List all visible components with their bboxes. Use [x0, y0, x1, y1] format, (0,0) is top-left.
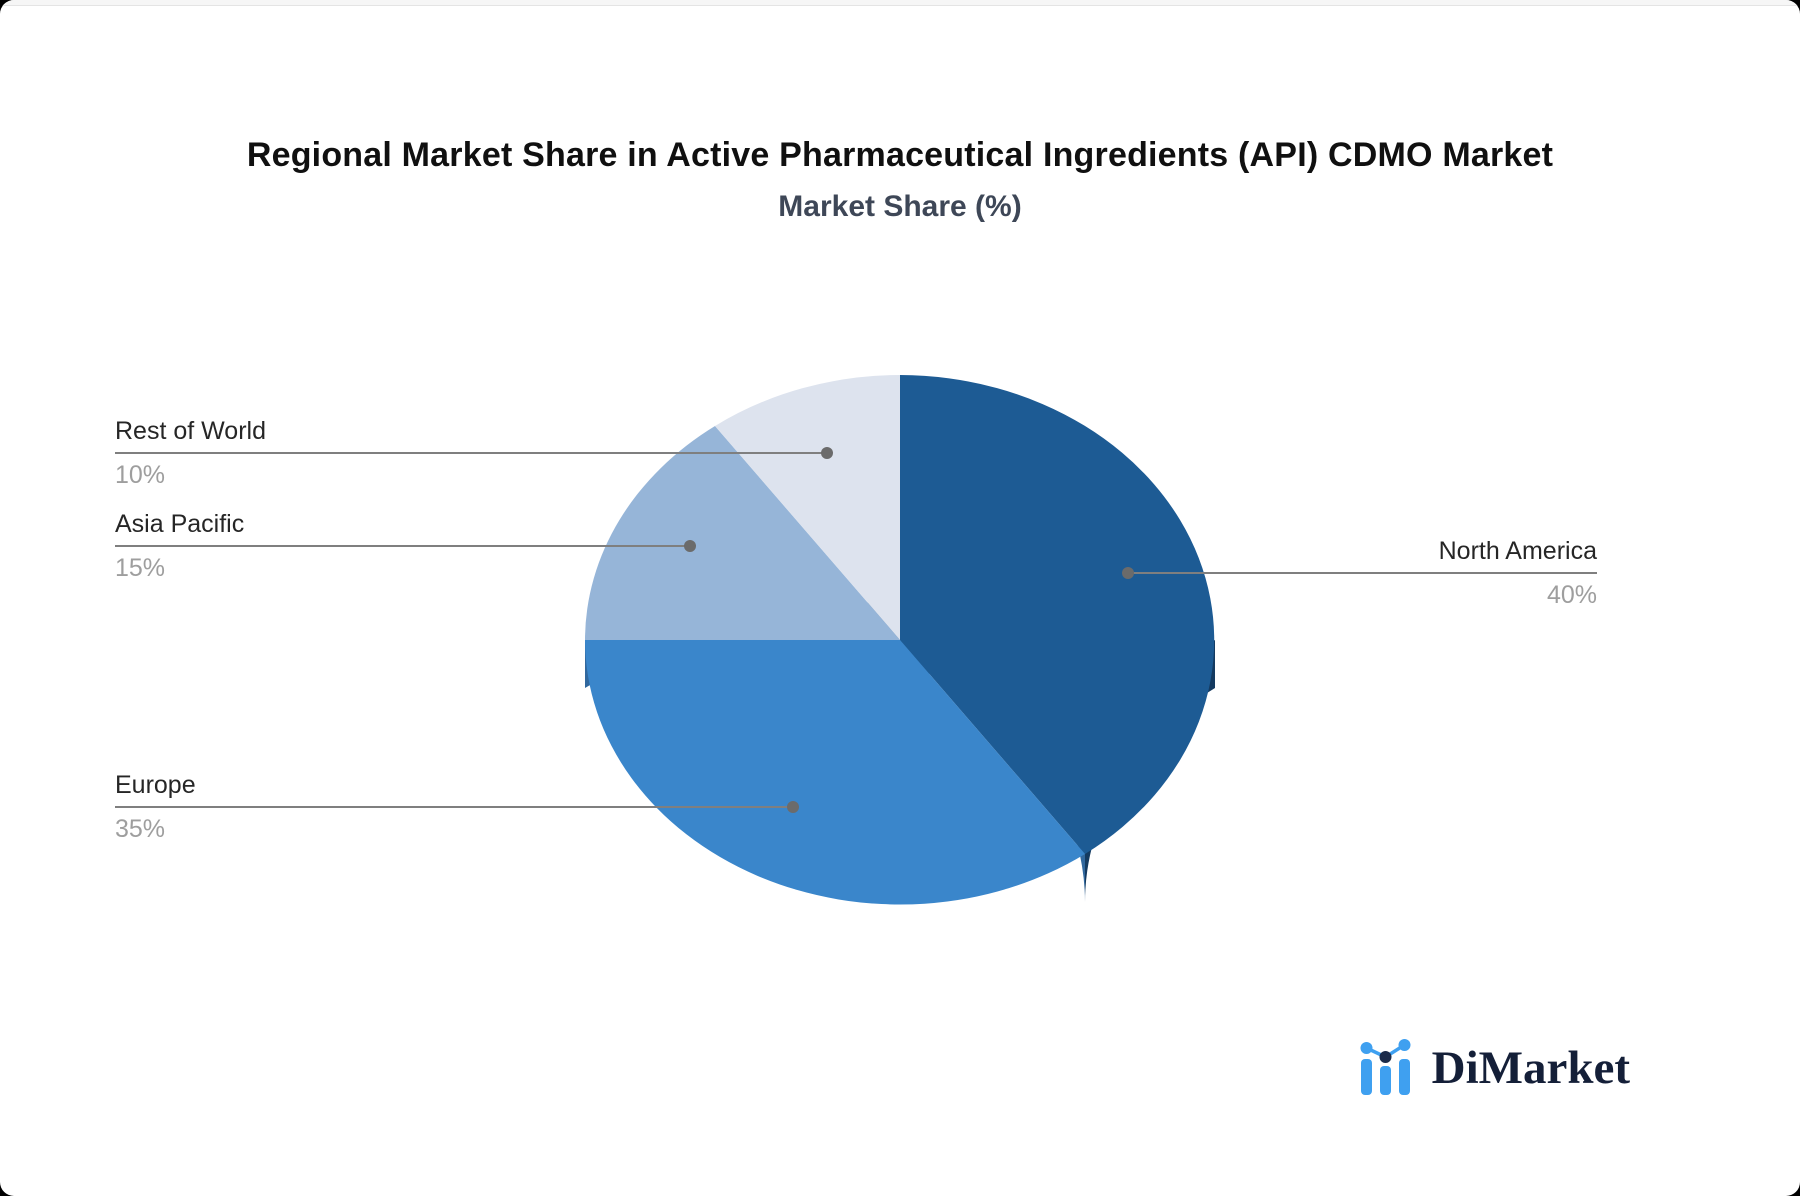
brand-logo-text: DiMarket — [1431, 1042, 1630, 1094]
callout-north-america: North America 40% — [1439, 537, 1597, 609]
callout-percent: 15% — [115, 554, 166, 582]
pie-slice-north-america[interactable] — [900, 375, 1215, 854]
pie-slice-europe[interactable] — [585, 640, 1085, 905]
callout-label: North America — [1438, 537, 1597, 565]
callout-label: Rest of World — [115, 417, 266, 445]
callout-percent: 35% — [115, 815, 166, 843]
top-edge-strip — [0, 0, 1800, 6]
callout-label: Europe — [115, 771, 196, 799]
leader-lines — [115, 452, 1597, 808]
leader-dots — [684, 447, 1134, 813]
leader-dot-europe — [787, 801, 799, 813]
chart-title: Regional Market Share in Active Pharmace… — [246, 136, 1554, 174]
pie-slice-rest-of-world[interactable] — [715, 375, 900, 640]
leader-dot-rest-of-world — [821, 447, 833, 459]
callout-asia-pacific: Asia Pacific 15% — [115, 510, 244, 582]
pie-slice-asia-pacific[interactable] — [585, 426, 900, 640]
callout-rest-of-world: Rest of World 10% — [115, 417, 266, 489]
bar-line-chart-icon — [1360, 1039, 1411, 1095]
callout-percent: 40% — [1546, 581, 1597, 609]
callout-europe: Europe 35% — [115, 771, 196, 843]
callout-percent: 10% — [115, 461, 166, 489]
brand-logo: DiMarket — [1358, 1038, 1630, 1098]
leader-dot-asia-pacific — [684, 540, 696, 552]
chart-subtitle: Market Share (%) — [778, 190, 1022, 223]
callout-label: Asia Pacific — [115, 510, 245, 538]
leader-dot-north-america — [1122, 567, 1134, 579]
